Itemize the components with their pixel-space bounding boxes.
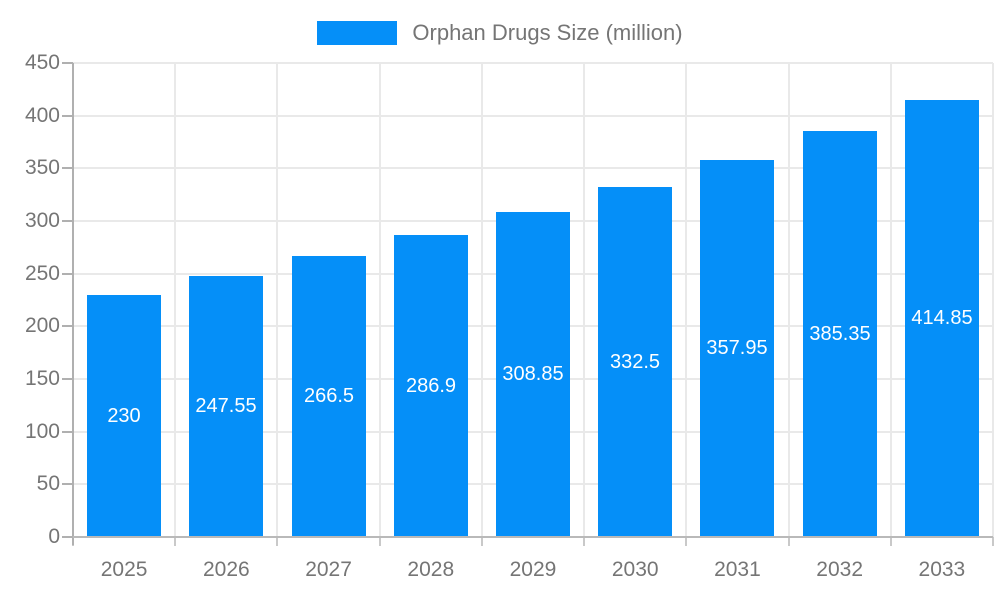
x-axis-label: 2030: [611, 558, 659, 581]
y-axis-tick: [62, 378, 73, 380]
x-axis-label: 2028: [407, 558, 455, 581]
y-axis-tick: [62, 220, 73, 222]
gridline-vertical: [276, 63, 279, 537]
plot-area: 230 247.55 266.5 286.9 308.85 332.5 357.95 385.…: [62, 62, 994, 546]
bar-value-label: 247.55: [195, 395, 257, 417]
y-axis-label: 150: [24, 367, 60, 390]
y-axis-line: [72, 63, 74, 545]
x-axis-label: 2025: [100, 558, 148, 581]
bar-value-label: 286.9: [405, 374, 457, 397]
legend-label: Orphan Drugs Size (million): [412, 20, 683, 45]
gridline-vertical: [787, 63, 790, 537]
bar-value-label: 308.85: [502, 363, 564, 385]
bar-2031[interactable]: 357.95: [700, 160, 774, 537]
gridline-horizontal: [73, 62, 993, 65]
x-axis-tick: [992, 537, 994, 546]
y-axis-tick: [62, 114, 73, 117]
x-axis-tick: [378, 537, 381, 546]
y-axis-tick: [62, 272, 73, 275]
x-axis-tick: [276, 537, 279, 546]
gridline-vertical: [685, 63, 688, 537]
x-axis-tick: [889, 537, 892, 546]
gridline-vertical: [174, 63, 177, 537]
x-axis-tick: [685, 537, 688, 546]
y-axis-tick: [62, 62, 73, 65]
x-axis-label: 2033: [918, 558, 966, 581]
chart-legend[interactable]: Orphan Drugs Size (million): [0, 20, 1000, 46]
bar-2026[interactable]: 247.55: [189, 276, 263, 537]
bar-2029[interactable]: 308.85: [496, 212, 570, 537]
bar-2025[interactable]: 230: [87, 295, 161, 537]
gridline-vertical: [583, 63, 586, 537]
x-axis-label: 2029: [509, 558, 557, 581]
y-axis-tick: [62, 325, 73, 328]
y-axis-label: 450: [24, 51, 60, 74]
bar-value-label: 414.85: [911, 307, 973, 329]
y-axis-tick: [62, 536, 73, 538]
x-axis-tick: [174, 537, 177, 546]
x-axis-tick: [480, 537, 483, 546]
bar-value-label: 266.5: [303, 385, 355, 407]
y-axis-label: 250: [24, 261, 60, 285]
gridline-horizontal: [73, 114, 993, 117]
bar-2030[interactable]: 332.5: [598, 187, 672, 537]
y-axis-label: 100: [24, 419, 60, 443]
gridline-vertical: [889, 63, 892, 537]
bar-2027[interactable]: 266.5: [292, 256, 366, 537]
gridline-vertical: [378, 63, 381, 537]
x-axis-tick: [787, 537, 790, 546]
y-axis-tick: [62, 430, 73, 433]
x-axis-label: 2032: [816, 558, 864, 581]
legend-swatch[interactable]: [317, 21, 398, 45]
x-axis-line: [73, 536, 993, 538]
bar-2028[interactable]: 286.9: [394, 235, 468, 537]
y-axis-label: 0: [48, 525, 60, 548]
x-axis-label: 2026: [202, 558, 250, 581]
x-axis-label: 2027: [305, 558, 352, 581]
y-axis-label: 50: [36, 472, 60, 496]
y-axis-label: 300: [24, 209, 60, 232]
y-axis-label: 350: [24, 156, 60, 180]
bar-value-label: 385.35: [809, 322, 871, 345]
y-axis-tick: [62, 483, 73, 486]
y-axis-label: 200: [24, 314, 60, 338]
y-axis-tick: [62, 167, 73, 170]
bar-2032[interactable]: 385.35: [803, 131, 877, 537]
gridline-vertical: [992, 63, 994, 537]
gridline-vertical: [480, 63, 483, 537]
bar-2033[interactable]: 414.85: [905, 100, 979, 537]
x-axis-tick: [583, 537, 586, 546]
y-axis-label: 400: [24, 103, 60, 127]
bar-value-label: 332.5: [609, 350, 661, 373]
gridline-horizontal: [73, 167, 993, 170]
bar-value-label: 230: [107, 404, 141, 427]
x-axis-label: 2031: [714, 558, 761, 581]
bar-value-label: 357.95: [706, 337, 768, 359]
